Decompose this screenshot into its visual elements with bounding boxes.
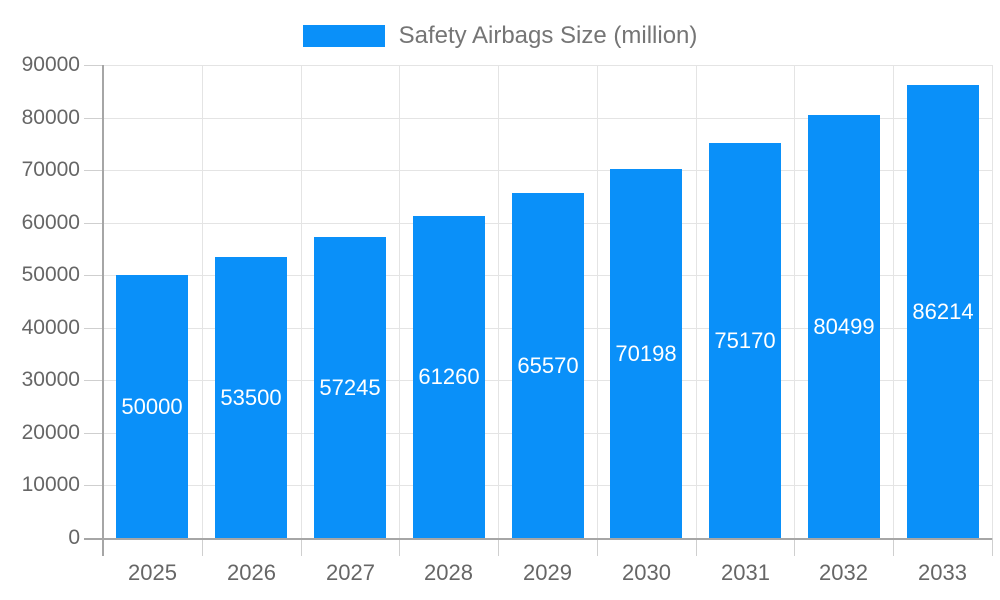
bar-value-label: 57245	[319, 374, 381, 400]
bar: 80499	[808, 115, 880, 538]
bar: 53500	[215, 257, 287, 538]
x-tick-label: 2033	[918, 560, 967, 585]
y-tick-label: 80000	[21, 106, 80, 129]
y-tick-label: 50000	[21, 263, 80, 286]
x-tick	[301, 538, 302, 556]
x-gridline	[893, 65, 894, 538]
bar-value-label: 61260	[418, 364, 480, 389]
bar-value-label: 80499	[813, 313, 875, 339]
x-tick-label: 2032	[819, 560, 868, 585]
x-tick-label: 2028	[424, 560, 473, 585]
y-tick	[84, 223, 103, 224]
x-tick	[696, 538, 697, 556]
legend-swatch	[302, 25, 385, 47]
bar-value-label: 50000	[121, 393, 183, 419]
x-tick-label: 2029	[523, 560, 572, 585]
x-gridline	[992, 65, 993, 538]
y-tick	[84, 170, 103, 171]
legend-label: Safety Airbags Size (million)	[398, 22, 698, 49]
y-gridline	[103, 118, 992, 119]
x-gridline	[498, 65, 499, 538]
x-axis-line	[84, 538, 992, 540]
y-tick-label: 90000	[21, 53, 80, 76]
x-gridline	[202, 65, 203, 538]
x-tick	[498, 538, 499, 556]
x-gridline	[597, 65, 598, 538]
x-gridline	[794, 65, 795, 538]
x-tick	[597, 538, 598, 556]
x-tick	[992, 538, 993, 556]
x-gridline	[399, 65, 400, 538]
y-tick-label: 20000	[21, 421, 80, 444]
y-tick	[84, 485, 103, 486]
bar: 50000	[116, 275, 188, 538]
x-tick-label: 2031	[721, 560, 770, 585]
y-tick-label: 70000	[21, 158, 80, 181]
x-tick-label: 2030	[622, 560, 671, 585]
bar: 86214	[907, 85, 979, 538]
x-gridline	[301, 65, 302, 538]
x-tick-label: 2025	[128, 560, 177, 585]
y-tick-label: 10000	[21, 473, 80, 496]
x-tick	[893, 538, 894, 556]
bar-value-label: 75170	[714, 327, 776, 353]
y-tick-label: 40000	[21, 316, 80, 339]
y-axis-line	[102, 65, 104, 556]
y-tick	[84, 380, 103, 381]
chart-legend: Safety Airbags Size (million)	[0, 22, 1000, 50]
y-tick	[84, 65, 103, 66]
bar: 70198	[610, 169, 682, 538]
bar: 65570	[512, 193, 584, 538]
y-tick-label: 60000	[21, 211, 80, 234]
y-tick	[84, 328, 103, 329]
bar: 61260	[413, 216, 485, 538]
x-tick-label: 2027	[326, 560, 375, 585]
y-tick	[84, 275, 103, 276]
x-tick	[202, 538, 203, 556]
bar-value-label: 65570	[517, 352, 579, 378]
x-gridline	[696, 65, 697, 538]
y-gridline	[103, 170, 992, 171]
y-tick-label: 0	[68, 526, 80, 549]
y-tick	[84, 118, 103, 119]
x-tick	[794, 538, 795, 556]
y-gridline	[103, 65, 992, 66]
y-tick	[84, 433, 103, 434]
bar: 75170	[709, 143, 781, 538]
x-tick	[399, 538, 400, 556]
bar-value-label: 86214	[912, 298, 974, 324]
y-tick-label: 30000	[21, 368, 80, 391]
bar-value-label: 53500	[220, 384, 282, 410]
x-tick-label: 2026	[227, 560, 276, 585]
bar-value-label: 70198	[615, 340, 677, 366]
bar: 57245	[314, 237, 386, 538]
